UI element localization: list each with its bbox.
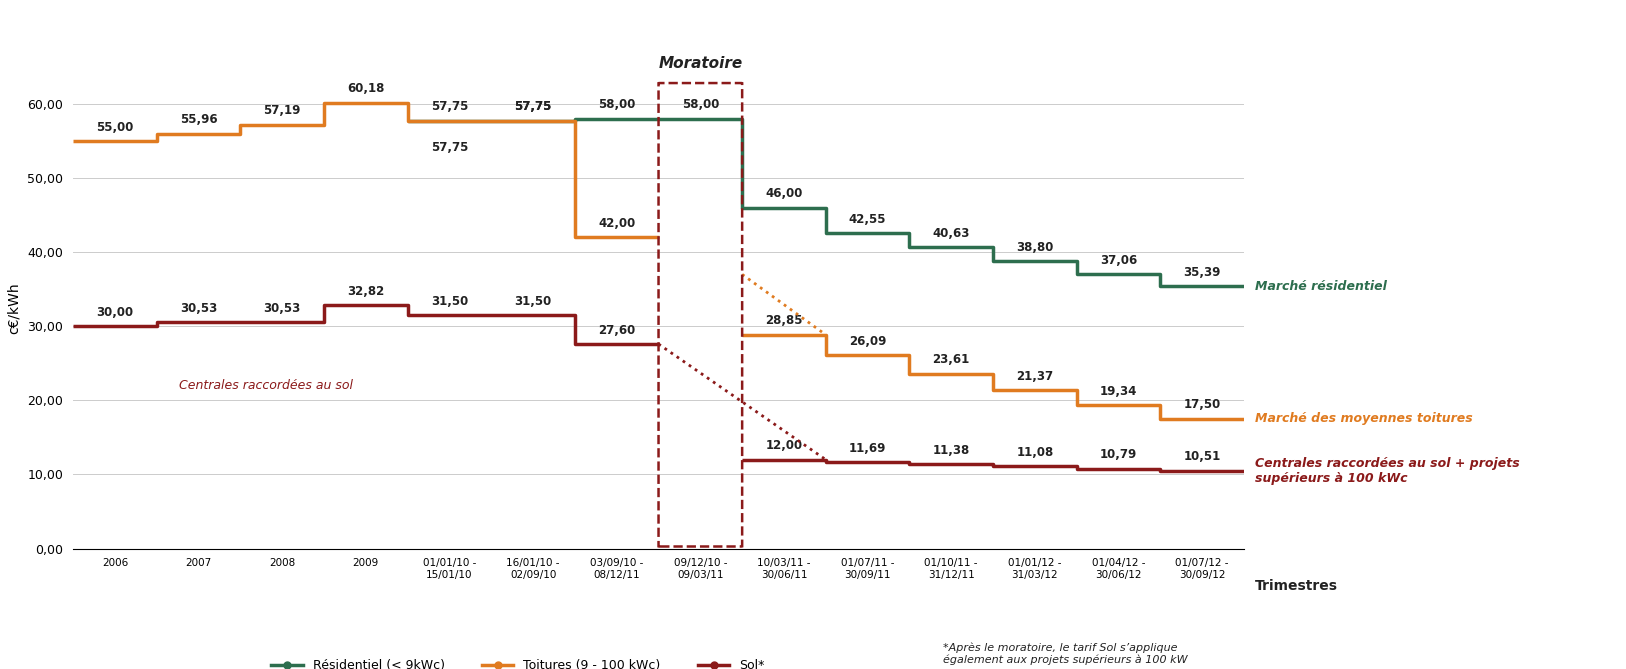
Text: 19,34: 19,34: [1099, 385, 1137, 398]
Text: 30,00: 30,00: [96, 306, 133, 319]
Text: 40,63: 40,63: [933, 227, 969, 240]
Text: 58,00: 58,00: [598, 98, 636, 111]
Text: 38,80: 38,80: [1016, 241, 1054, 254]
Text: 10,79: 10,79: [1099, 448, 1137, 461]
Text: Centrales raccordées au sol: Centrales raccordées au sol: [179, 379, 353, 392]
Legend: Résidentiel (< 9kWc), Toitures (9 - 100 kWc), Sol*: Résidentiel (< 9kWc), Toitures (9 - 100 …: [267, 654, 769, 669]
Text: 11,38: 11,38: [933, 444, 969, 457]
Text: 11,69: 11,69: [849, 442, 886, 454]
Text: 32,82: 32,82: [348, 285, 384, 298]
Text: 60,18: 60,18: [348, 82, 384, 95]
Text: 57,75: 57,75: [514, 100, 551, 113]
Text: 27,60: 27,60: [598, 324, 636, 337]
Text: 10,51: 10,51: [1184, 450, 1221, 464]
Text: 57,75: 57,75: [431, 141, 468, 155]
Text: 58,00: 58,00: [681, 98, 719, 111]
Text: Trimestres: Trimestres: [1255, 579, 1338, 593]
Text: 11,08: 11,08: [1016, 446, 1054, 459]
Text: 17,50: 17,50: [1184, 399, 1221, 411]
Text: Moratoire: Moratoire: [659, 56, 743, 71]
Text: *Après le moratoire, le tarif Sol s’applique
également aux projets supérieurs à : *Après le moratoire, le tarif Sol s’appl…: [943, 642, 1187, 665]
Text: 37,06: 37,06: [1099, 254, 1137, 266]
Text: 57,75: 57,75: [431, 100, 468, 113]
Text: Centrales raccordées au sol + projets
supérieurs à 100 kWc: Centrales raccordées au sol + projets su…: [1255, 457, 1520, 485]
Text: 55,96: 55,96: [180, 114, 218, 126]
Text: 35,39: 35,39: [1184, 266, 1221, 279]
Text: 23,61: 23,61: [933, 353, 969, 366]
Text: 31,50: 31,50: [431, 295, 468, 308]
Text: 42,00: 42,00: [598, 217, 636, 230]
Text: Marché des moyennes toitures: Marché des moyennes toitures: [1255, 412, 1473, 425]
Text: 21,37: 21,37: [1016, 370, 1054, 383]
Text: 57,19: 57,19: [263, 104, 301, 117]
Text: 26,09: 26,09: [849, 334, 886, 348]
Y-axis label: c€/kWh: c€/kWh: [7, 282, 21, 334]
Text: 30,53: 30,53: [180, 302, 218, 315]
Text: 12,00: 12,00: [766, 440, 803, 452]
Text: 55,00: 55,00: [96, 120, 133, 134]
Text: 57,75: 57,75: [514, 100, 551, 113]
Text: Marché résidentiel: Marché résidentiel: [1255, 280, 1387, 293]
Text: 42,55: 42,55: [849, 213, 886, 226]
Text: 28,85: 28,85: [766, 314, 803, 327]
Text: 30,53: 30,53: [263, 302, 301, 315]
Text: 31,50: 31,50: [514, 295, 551, 308]
Text: 46,00: 46,00: [766, 187, 803, 200]
